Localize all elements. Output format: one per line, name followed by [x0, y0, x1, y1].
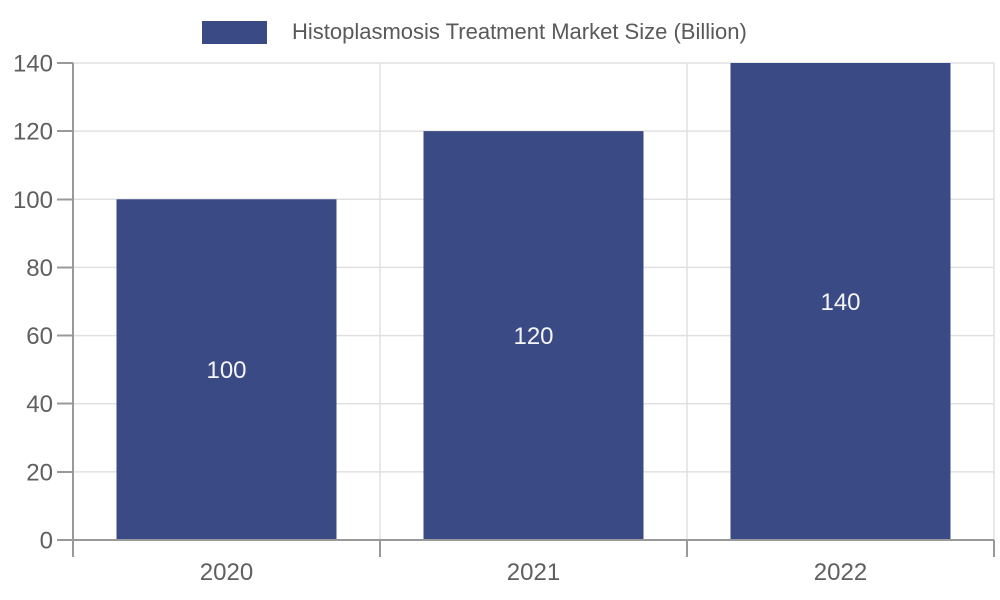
y-tick-label: 60	[26, 323, 53, 350]
y-tick-label: 20	[26, 459, 53, 486]
bar-value-label: 100	[206, 357, 246, 384]
x-tick-label: 2022	[814, 559, 867, 586]
legend-swatch	[202, 20, 267, 44]
y-tick-label: 100	[13, 187, 53, 214]
bar-value-label: 140	[820, 289, 860, 316]
chart-legend: Histoplasmosis Treatment Market Size (Bi…	[202, 19, 747, 45]
x-tick-label: 2020	[200, 559, 253, 586]
bar-value-label: 120	[513, 323, 553, 350]
bar-2020	[116, 199, 337, 541]
x-tick-label: 2021	[507, 559, 560, 586]
y-tick-label: 80	[26, 255, 53, 282]
y-tick-label: 0	[40, 528, 53, 555]
y-tick-label: 40	[26, 391, 53, 418]
bar-2021	[423, 131, 644, 540]
bar-2022	[730, 63, 951, 540]
legend-label: Histoplasmosis Treatment Market Size (Bi…	[292, 19, 747, 44]
y-tick-label: 120	[13, 119, 53, 146]
y-tick-label: 140	[13, 51, 53, 78]
